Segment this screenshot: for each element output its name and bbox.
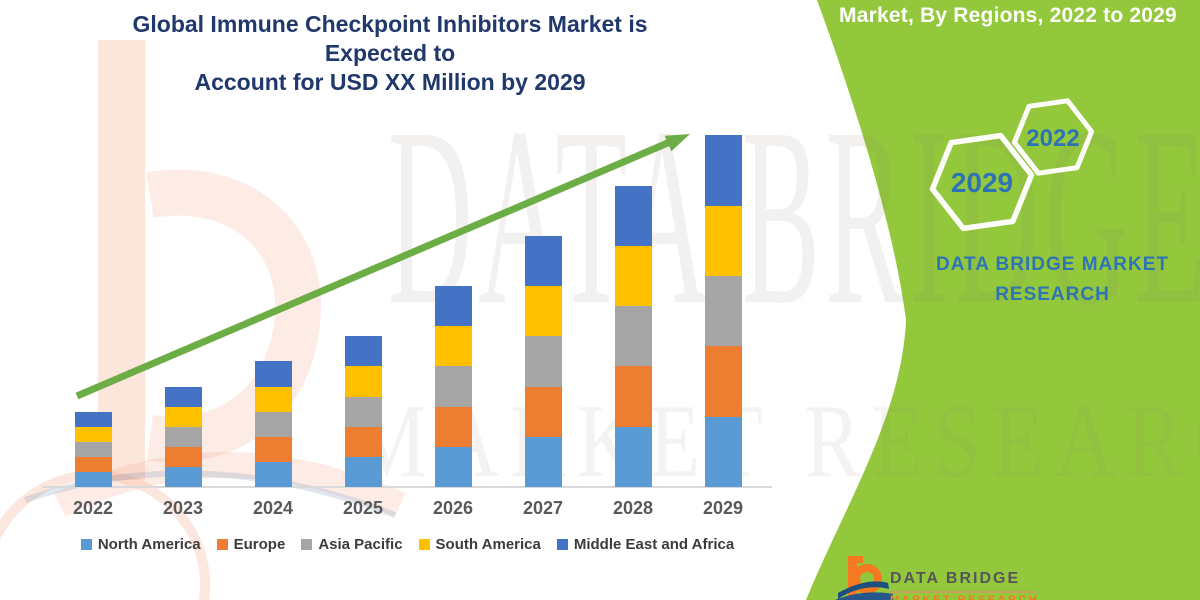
legend-swatch	[556, 539, 568, 550]
legend-swatch	[301, 539, 313, 550]
bar-segment-2023-north-america	[164, 466, 202, 487]
x-axis-label-2029: 2029	[702, 498, 744, 518]
bar-segment-2025-north-america	[344, 456, 382, 487]
bar-segment-2029-north-america	[704, 416, 742, 487]
hexagon-2029-icon: 2029	[929, 132, 1035, 232]
x-axis-label-2028: 2028	[612, 498, 654, 518]
bar-segment-2022-europe	[74, 456, 112, 472]
bar-segment-2024-europe	[254, 436, 292, 462]
x-axis-label-2026: 2026	[432, 498, 474, 518]
x-axis-label-2027: 2027	[522, 498, 564, 518]
legend-swatch	[216, 539, 228, 550]
legend-item-south-america: South America	[418, 536, 541, 553]
legend-swatch	[80, 539, 92, 550]
footer-logo-underline	[890, 591, 1036, 593]
chart-title-line1: Global Immune Checkpoint Inhibitors Mark…	[132, 11, 648, 66]
legend: North America Europe Asia Pacific South Ame…	[35, 536, 780, 558]
legend-label: Europe	[233, 536, 286, 553]
footer-logo-subtext-clip: MARKET RESEARCH	[890, 595, 1050, 600]
hexagon-2022-label: 2022	[1026, 125, 1079, 152]
bar-segment-2027-north-america	[524, 436, 562, 487]
bar-segment-2022-asia-pacific	[74, 441, 112, 457]
legend-item-asia-pacific: Asia Pacific	[301, 536, 403, 553]
legend-item-europe: Europe	[216, 536, 286, 553]
bar-segment-2023-europe	[164, 446, 202, 467]
bar-segment-2023-asia-pacific	[164, 426, 202, 447]
bar-segment-2026-europe	[434, 406, 472, 447]
legend-item-middle-east-and-africa: Middle East and Africa	[556, 536, 735, 553]
brand-name-line1: DATA BRIDGE MARKET	[936, 254, 1169, 275]
hexagon-2029-label: 2029	[951, 167, 1013, 198]
x-axis-label-2022: 2022	[72, 498, 114, 518]
x-axis-line	[42, 486, 772, 488]
bar-segment-2022-south-america	[74, 426, 112, 442]
x-axis-label-2025: 2025	[342, 498, 384, 518]
bar-segment-2024-north-america	[254, 461, 292, 487]
legend-label: Middle East and Africa	[573, 536, 735, 553]
bar-segment-2025-asia-pacific	[344, 396, 382, 427]
chart-title: Global Immune Checkpoint Inhibitors Mark…	[80, 10, 700, 97]
x-axis-label-2023: 2023	[162, 498, 204, 518]
legend-label: Asia Pacific	[318, 536, 403, 553]
legend-item-north-america: North America	[80, 536, 201, 553]
legend-swatch	[418, 539, 430, 550]
bar-segment-2022-middle-east-and-africa	[74, 411, 112, 427]
x-axis-label-2024: 2024	[252, 498, 294, 518]
bar-segment-2023-south-america	[164, 406, 202, 427]
brand-name-line2: RESEARCH	[995, 284, 1110, 305]
bar-segment-2026-north-america	[434, 446, 472, 487]
bar-segment-2024-asia-pacific	[254, 411, 292, 437]
footer-logo-name: DATA BRIDGE	[890, 570, 1021, 587]
legend-label: South America	[435, 536, 541, 553]
bar-segment-2029-south-america	[704, 205, 742, 276]
footer-logo-subtext: MARKET RESEARCH	[890, 595, 1050, 600]
brand-name-text: DATA BRIDGE MARKET RESEARCH	[925, 250, 1180, 310]
bar-segment-2029-middle-east-and-africa	[704, 135, 742, 206]
legend-label: North America	[97, 536, 201, 553]
bar-segment-2028-north-america	[614, 426, 652, 487]
hexagon-2022-icon: 2022	[1011, 98, 1095, 176]
bar-segment-2029-asia-pacific	[704, 275, 742, 347]
panel-heading: Market, By Regions, 2022 to 2029	[839, 4, 1177, 27]
bar-segment-2022-north-america	[74, 471, 112, 487]
chart-title-line2: Account for USD XX Million by 2029	[194, 69, 586, 95]
bar-segment-2025-europe	[344, 426, 382, 457]
bar-segment-2029-europe	[704, 346, 742, 417]
